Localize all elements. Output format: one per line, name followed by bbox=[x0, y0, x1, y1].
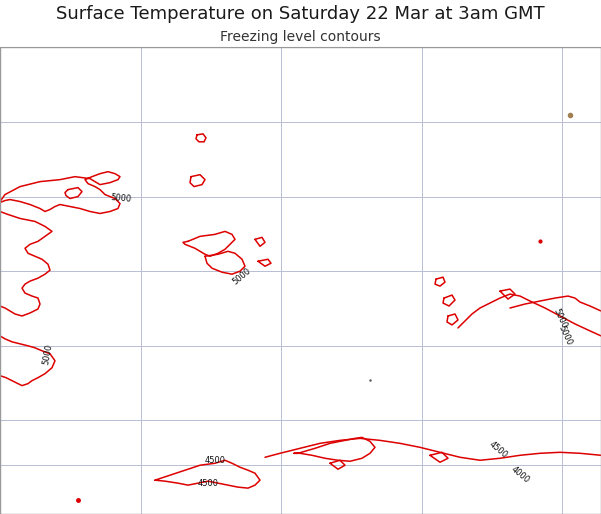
Text: 5000: 5000 bbox=[110, 193, 132, 204]
Text: 4500: 4500 bbox=[487, 440, 509, 461]
Text: 5000: 5000 bbox=[231, 266, 253, 286]
Text: Freezing level contours: Freezing level contours bbox=[220, 30, 381, 44]
Text: Surface Temperature on Saturday 22 Mar at 3am GMT: Surface Temperature on Saturday 22 Mar a… bbox=[56, 5, 545, 23]
Text: 4500: 4500 bbox=[198, 479, 219, 488]
Text: 5000: 5000 bbox=[41, 343, 54, 365]
Text: 5000: 5000 bbox=[557, 324, 573, 347]
Text: 4000: 4000 bbox=[509, 465, 531, 485]
Text: 4500: 4500 bbox=[204, 456, 225, 465]
Text: 5000: 5000 bbox=[552, 306, 569, 329]
